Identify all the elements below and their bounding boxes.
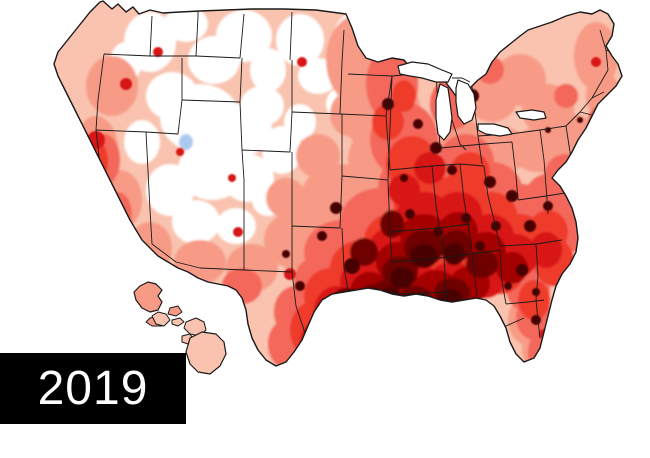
year-label: 2019 — [37, 361, 149, 415]
michigan-outline — [451, 77, 471, 151]
great-lakes — [397, 61, 547, 141]
year-badge: 2019 — [0, 353, 186, 424]
alaska-inset — [133, 281, 183, 327]
hawaii-big-island — [185, 331, 227, 375]
